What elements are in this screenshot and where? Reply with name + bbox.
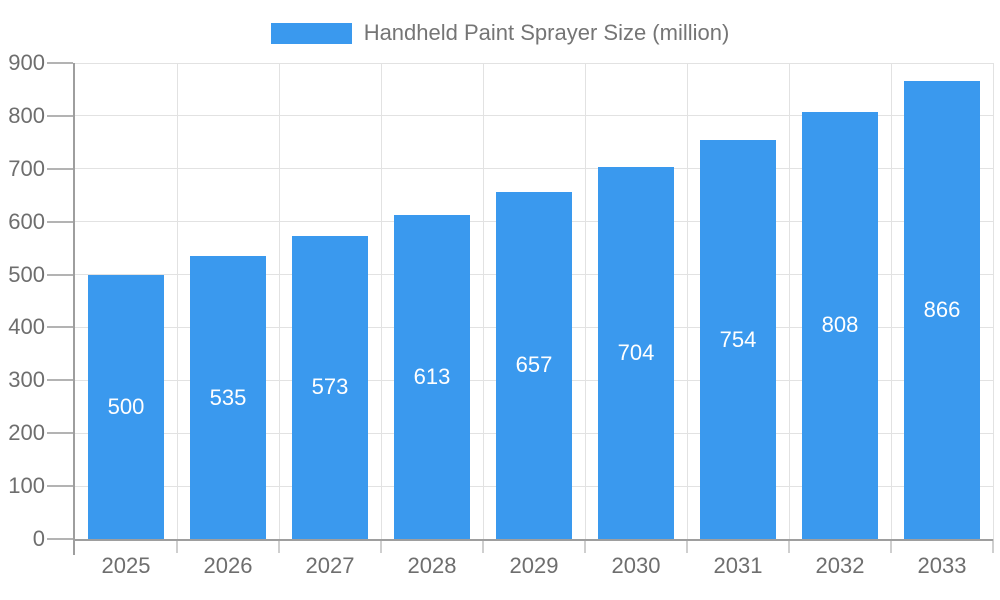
x-gridline <box>788 63 790 539</box>
bar-value-label: 573 <box>311 374 349 400</box>
x-axis-tick <box>482 539 484 553</box>
x-gridline <box>584 63 586 539</box>
bar-2032[interactable]: 808 <box>802 111 878 539</box>
x-gridline <box>176 63 178 539</box>
y-axis-tick <box>47 220 73 223</box>
y-axis-tick <box>47 485 73 488</box>
x-gridline <box>380 63 382 539</box>
x-axis-label: 2030 <box>611 553 661 578</box>
bar-2025[interactable]: 500 <box>88 274 164 539</box>
y-axis-label: 400 <box>8 314 45 340</box>
x-axis-label: 2032 <box>815 553 865 578</box>
y-axis-label: 200 <box>8 420 45 446</box>
y-axis-tick <box>47 167 73 170</box>
legend-swatch <box>270 22 352 44</box>
x-gridline <box>278 63 280 539</box>
bar-value-label: 866 <box>923 296 961 322</box>
legend-label: Handheld Paint Sprayer Size (million) <box>363 20 730 45</box>
x-axis-tick <box>788 539 790 553</box>
x-axis-label: 2033 <box>917 553 967 578</box>
bar-2026[interactable]: 535 <box>190 256 266 539</box>
x-axis-tick <box>890 539 892 553</box>
chart-legend[interactable]: Handheld Paint Sprayer Size (million) <box>0 20 1000 46</box>
x-axis-tick <box>278 539 280 553</box>
y-axis-label: 0 <box>32 526 45 551</box>
x-axis-tick <box>176 539 178 553</box>
x-gridline <box>890 63 892 539</box>
y-axis-tick <box>47 273 73 276</box>
y-axis-tick <box>47 432 73 435</box>
bar-2028[interactable]: 613 <box>394 214 470 539</box>
y-axis-tick <box>47 62 73 64</box>
x-gridline <box>992 63 994 539</box>
x-gridline <box>686 63 688 539</box>
bar-value-label: 657 <box>515 352 553 378</box>
x-axis-tick <box>686 539 688 553</box>
x-axis-label: 2028 <box>407 553 457 578</box>
x-axis-line <box>75 539 993 541</box>
y-axis-label: 600 <box>8 208 45 234</box>
y-gridline <box>75 168 993 170</box>
y-axis-label: 800 <box>8 102 45 128</box>
y-axis-tick <box>47 379 73 382</box>
x-axis-label: 2027 <box>305 553 355 578</box>
y-axis-line <box>73 63 75 555</box>
y-gridline <box>75 115 993 117</box>
y-axis-label: 700 <box>8 155 45 181</box>
y-axis-tick <box>47 114 73 117</box>
bar-2030[interactable]: 704 <box>598 166 674 539</box>
bar-2027[interactable]: 573 <box>292 235 368 539</box>
x-axis-label: 2031 <box>713 553 763 578</box>
y-axis-tick <box>47 538 73 540</box>
y-axis-label: 100 <box>8 473 45 499</box>
y-axis-tick <box>47 326 73 329</box>
bar-value-label: 500 <box>107 393 145 419</box>
x-axis-tick <box>380 539 382 553</box>
bar-value-label: 754 <box>719 326 757 352</box>
x-axis-label: 2029 <box>509 553 559 578</box>
x-gridline <box>482 63 484 539</box>
bar-2033[interactable]: 866 <box>904 80 980 539</box>
y-gridline <box>75 62 993 64</box>
plot-area: 0 100 200 300 400 500 600 700 800 900 2025 2026 2027… <box>8 52 994 577</box>
x-axis-tick <box>992 539 994 553</box>
bar-value-label: 535 <box>209 384 247 410</box>
y-axis-label: 300 <box>8 367 45 393</box>
bar-2029[interactable]: 657 <box>496 191 572 539</box>
bar-value-label: 808 <box>821 312 859 338</box>
bar-2031[interactable]: 754 <box>700 140 776 539</box>
x-axis-tick <box>584 539 586 553</box>
bar-value-label: 704 <box>617 339 655 365</box>
y-axis-label: 900 <box>8 50 45 75</box>
x-axis-label: 2025 <box>101 553 151 578</box>
bar-value-label: 613 <box>413 363 451 389</box>
y-axis-label: 500 <box>8 261 45 287</box>
x-axis-label: 2026 <box>203 553 253 578</box>
